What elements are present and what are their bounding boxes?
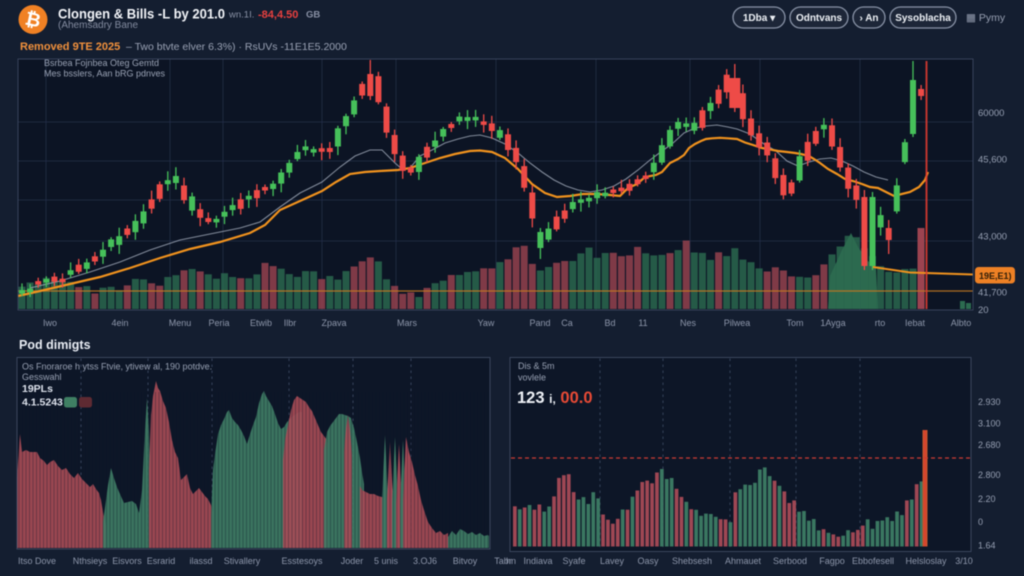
svg-text:Yaw: Yaw [478, 318, 495, 328]
svg-text:Albto: Albto [951, 318, 972, 328]
svg-text:2.20: 2.20 [978, 494, 996, 504]
svg-text:Fagpo: Fagpo [819, 556, 845, 566]
svg-text:Iwo: Iwo [43, 318, 57, 328]
svg-text:Nes: Nes [680, 318, 697, 328]
svg-text:› An: › An [859, 13, 878, 24]
svg-text:4.1.5243: 4.1.5243 [22, 397, 63, 409]
svg-text:5 unis: 5 unis [374, 556, 399, 566]
svg-text:Bd: Bd [604, 318, 615, 328]
svg-text:2.800: 2.800 [978, 470, 1001, 480]
svg-text:1.64: 1.64 [978, 541, 996, 551]
svg-text:Serbood: Serbood [773, 556, 807, 566]
svg-text:Mars: Mars [397, 318, 417, 328]
svg-text:Iebat: Iebat [905, 318, 926, 328]
svg-text:Removed 9TE 2025: Removed 9TE 2025 [20, 41, 120, 53]
svg-text:19PLs: 19PLs [22, 383, 53, 395]
svg-text:Helsloslay: Helsloslay [905, 556, 947, 566]
svg-text:– Two btvte elver 6.3%) · R: – Two btvte elver 6.3%) · RsUVs -11E1E5.… [126, 41, 347, 53]
svg-text:Nthsieys: Nthsieys [73, 556, 108, 566]
svg-text:wn.1I.: wn.1I. [228, 10, 254, 21]
svg-text:43,000: 43,000 [978, 232, 1007, 243]
svg-text:Ahmauet: Ahmauet [725, 556, 762, 566]
svg-text:Esstesoys: Esstesoys [281, 556, 323, 566]
svg-text:Sysoblacha: Sysoblacha [895, 13, 951, 24]
svg-text:Bsrbea Fojnbea Oteg Gemtd: Bsrbea Fojnbea Oteg Gemtd [44, 58, 159, 68]
svg-text:1Ayga: 1Ayga [820, 318, 845, 328]
svg-text:Odntvans: Odntvans [796, 13, 843, 24]
svg-text:20: 20 [978, 305, 989, 316]
svg-text:Ca: Ca [561, 318, 573, 328]
svg-text:Pod dimigts: Pod dimigts [19, 338, 91, 352]
svg-text:3/10: 3/10 [955, 556, 973, 566]
svg-text:19E,E1): 19E,E1) [979, 271, 1012, 281]
svg-text:1Dba ▾: 1Dba ▾ [743, 13, 776, 24]
svg-text:2.680: 2.680 [978, 440, 1001, 450]
svg-text:4ein: 4ein [111, 318, 128, 328]
svg-text:vovlele: vovlele [518, 373, 546, 383]
svg-text:60000: 60000 [978, 108, 1004, 119]
svg-text:2.930: 2.930 [978, 397, 1001, 407]
svg-text:Pand: Pand [529, 318, 550, 328]
svg-text:rto: rto [875, 318, 886, 328]
svg-text:Pilwea: Pilwea [724, 318, 751, 328]
svg-text:Lavey: Lavey [600, 556, 625, 566]
svg-text:Etwib: Etwib [250, 318, 272, 328]
svg-text:Stivallery: Stivallery [224, 556, 261, 566]
svg-text:11: 11 [638, 318, 647, 328]
svg-text:(Ahemsadry Bane: (Ahemsadry Bane [58, 20, 138, 31]
svg-text:-84,4.50: -84,4.50 [258, 9, 298, 21]
svg-text:hn: hn [506, 556, 516, 566]
svg-text:123 i, 00.0: 123 i, 00.0 [517, 389, 593, 407]
svg-text:Gesswahl: Gesswahl [22, 372, 62, 382]
svg-text:Oasy: Oasy [637, 556, 659, 566]
svg-text:Ebbofesell: Ebbofesell [852, 556, 894, 566]
svg-text:3.100: 3.100 [978, 419, 1001, 429]
svg-text:Tabr: Tabr [494, 556, 512, 566]
svg-text:GB: GB [306, 10, 320, 21]
svg-text:Peria: Peria [208, 318, 229, 328]
svg-text:Dis & 5m: Dis & 5m [518, 361, 555, 371]
svg-text:Mes bsslers, Aan bRG pdnves: Mes bsslers, Aan bRG pdnves [44, 69, 166, 79]
svg-text:ilassd: ilassd [189, 556, 212, 566]
svg-text:Os Fnoraroe h ytss Ftvie, ytiv: Os Fnoraroe h ytss Ftvie, ytivew al, 190… [22, 362, 212, 372]
svg-text:▦ Pymy: ▦ Pymy [966, 12, 1006, 24]
svg-text:Tom: Tom [786, 318, 803, 328]
svg-text:Itso Dove: Itso Dove [18, 556, 56, 566]
svg-text:₿: ₿ [23, 9, 43, 33]
svg-text:Joder: Joder [341, 556, 364, 566]
svg-text:Shebsesh: Shebsesh [672, 556, 712, 566]
svg-text:Eisvors: Eisvors [112, 556, 142, 566]
svg-text:45,600: 45,600 [978, 155, 1007, 166]
svg-text:Indiava: Indiava [523, 556, 552, 566]
svg-text:Menu: Menu [169, 318, 192, 328]
svg-text:41,700: 41,700 [978, 288, 1007, 299]
svg-text:Bitvoy: Bitvoy [453, 556, 478, 566]
svg-text:Zpava: Zpava [321, 318, 346, 328]
svg-text:3.OJ6: 3.OJ6 [413, 556, 437, 566]
svg-text:Syafe: Syafe [562, 556, 585, 566]
svg-text:Clongen & Bills -L by 201.0: Clongen & Bills -L by 201.0 [58, 6, 225, 22]
svg-text:0: 0 [978, 517, 983, 527]
svg-text:Esrarid: Esrarid [147, 556, 176, 566]
svg-text:Ilbr: Ilbr [284, 318, 297, 328]
